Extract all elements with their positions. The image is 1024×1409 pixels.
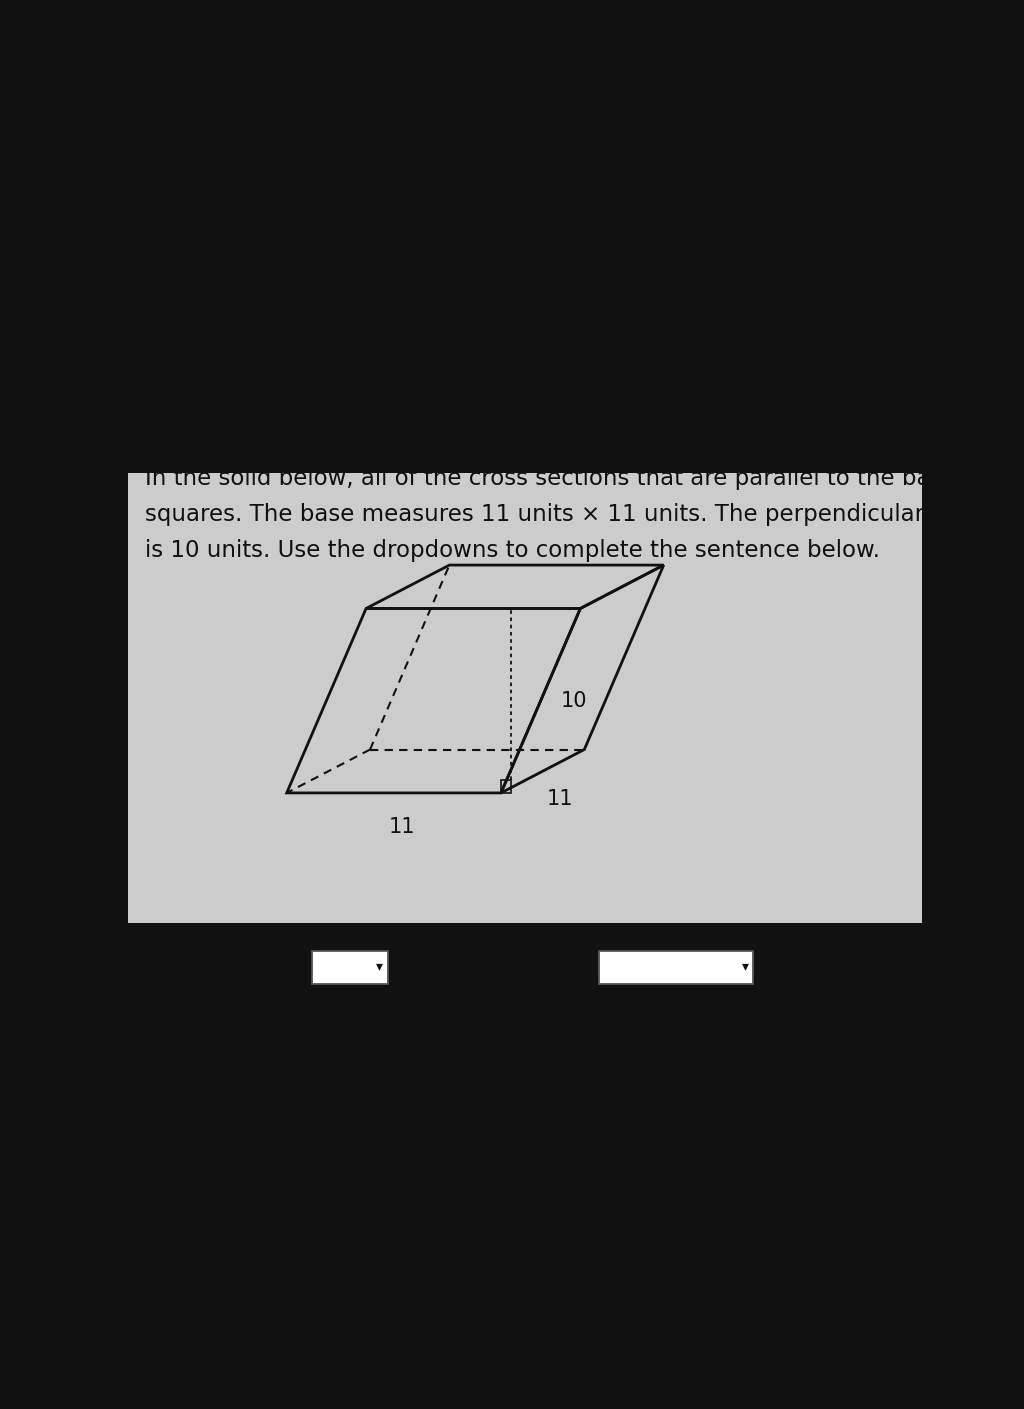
FancyBboxPatch shape <box>599 951 754 983</box>
FancyBboxPatch shape <box>128 473 922 923</box>
Text: 10: 10 <box>560 690 587 710</box>
Text: In the solid below, all of the cross sections that are parallel to the base are : In the solid below, all of the cross sec… <box>145 468 1024 490</box>
Text: squares. The base measures 11 units × 11 units. The perpendicular height of the : squares. The base measures 11 units × 11… <box>145 503 1024 526</box>
Text: is 10 units. Use the dropdowns to complete the sentence below.: is 10 units. Use the dropdowns to comple… <box>145 540 881 562</box>
Text: 11: 11 <box>388 817 415 837</box>
Text: ▾: ▾ <box>742 960 749 974</box>
Text: The volume: The volume <box>145 955 281 978</box>
FancyBboxPatch shape <box>312 951 387 983</box>
Text: parallel to the: parallel to the <box>763 955 923 978</box>
Text: base necessarily have the same area.: base necessarily have the same area. <box>145 995 580 1017</box>
Text: ▾: ▾ <box>376 960 383 974</box>
Text: be determined because: be determined because <box>397 955 669 978</box>
Text: 11: 11 <box>547 789 573 809</box>
Text: Find the volume. Round your answer to the nearest tenth if necessary.: Find the volume. Round your answer to th… <box>145 1006 952 1029</box>
